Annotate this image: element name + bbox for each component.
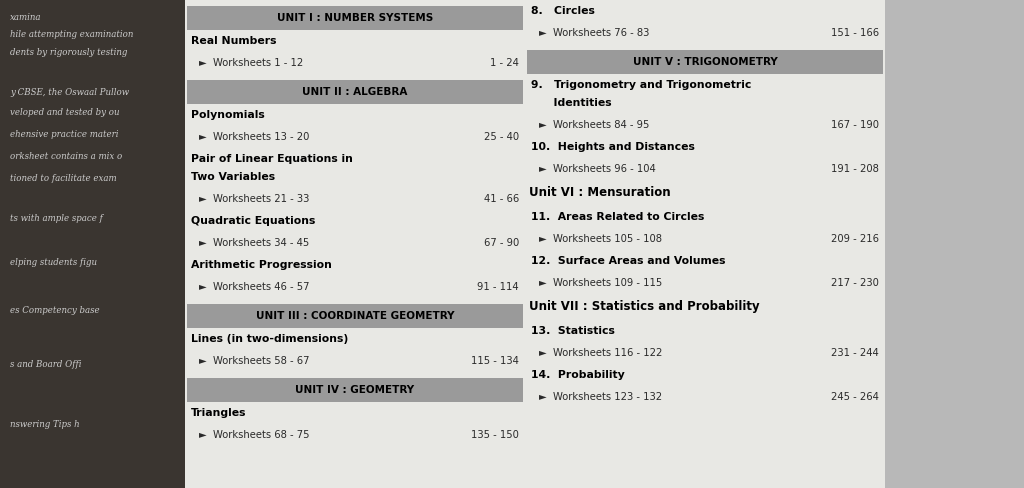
Text: 67 - 90: 67 - 90 [483, 238, 519, 248]
Text: 209 - 216: 209 - 216 [831, 234, 879, 244]
Text: 1 - 24: 1 - 24 [490, 58, 519, 68]
Text: 14.  Probability: 14. Probability [531, 370, 625, 380]
Text: s and Board Offi: s and Board Offi [10, 360, 82, 369]
Text: 9.   Trigonometry and Trigonometric: 9. Trigonometry and Trigonometric [531, 80, 752, 90]
Text: ►  Worksheets 76 - 83: ► Worksheets 76 - 83 [539, 28, 649, 38]
Text: 11.  Areas Related to Circles: 11. Areas Related to Circles [531, 212, 705, 222]
Text: 191 - 208: 191 - 208 [831, 164, 879, 174]
Text: elping students figu: elping students figu [10, 258, 97, 267]
Text: Two Variables: Two Variables [191, 172, 275, 182]
Text: ►  Worksheets 58 - 67: ► Worksheets 58 - 67 [199, 356, 309, 366]
FancyBboxPatch shape [187, 378, 523, 402]
Text: UNIT IV : GEOMETRY: UNIT IV : GEOMETRY [296, 385, 415, 395]
Text: ►  Worksheets 1 - 12: ► Worksheets 1 - 12 [199, 58, 303, 68]
Text: 25 - 40: 25 - 40 [484, 132, 519, 142]
Text: ►  Worksheets 105 - 108: ► Worksheets 105 - 108 [539, 234, 662, 244]
Text: nswering Tips h: nswering Tips h [10, 420, 80, 429]
FancyBboxPatch shape [187, 304, 523, 328]
Text: Unit VII : Statistics and Probability: Unit VII : Statistics and Probability [529, 300, 760, 313]
Text: ►  Worksheets 46 - 57: ► Worksheets 46 - 57 [199, 282, 309, 292]
Text: ►  Worksheets 84 - 95: ► Worksheets 84 - 95 [539, 120, 649, 130]
Text: ►  Worksheets 68 - 75: ► Worksheets 68 - 75 [199, 430, 309, 440]
Text: ts with ample space f: ts with ample space f [10, 214, 102, 223]
Text: 231 - 244: 231 - 244 [831, 348, 879, 358]
Text: UNIT V : TRIGONOMETRY: UNIT V : TRIGONOMETRY [633, 57, 777, 67]
Text: 135 - 150: 135 - 150 [471, 430, 519, 440]
Text: Real Numbers: Real Numbers [191, 36, 276, 46]
Text: Quadratic Equations: Quadratic Equations [191, 216, 315, 226]
Text: 8.   Circles: 8. Circles [531, 6, 595, 16]
FancyBboxPatch shape [185, 0, 525, 488]
Text: y CBSE, the Oswaal Pullow: y CBSE, the Oswaal Pullow [10, 88, 129, 97]
Text: 151 - 166: 151 - 166 [830, 28, 879, 38]
Text: dents by rigorously testing: dents by rigorously testing [10, 48, 127, 57]
Text: Identities: Identities [531, 98, 611, 108]
Text: Pair of Linear Equations in: Pair of Linear Equations in [191, 154, 353, 164]
Text: xamina: xamina [10, 13, 42, 22]
Text: veloped and tested by ou: veloped and tested by ou [10, 108, 120, 117]
Text: 217 - 230: 217 - 230 [831, 278, 879, 288]
Text: 10.  Heights and Distances: 10. Heights and Distances [531, 142, 695, 152]
FancyBboxPatch shape [0, 0, 185, 488]
Text: 13.  Statistics: 13. Statistics [531, 326, 614, 336]
Text: ►  Worksheets 123 - 132: ► Worksheets 123 - 132 [539, 392, 663, 402]
Text: hile attempting examination: hile attempting examination [10, 30, 133, 39]
Text: Triangles: Triangles [191, 408, 247, 418]
Text: Arithmetic Progression: Arithmetic Progression [191, 260, 332, 270]
Text: ►  Worksheets 13 - 20: ► Worksheets 13 - 20 [199, 132, 309, 142]
FancyBboxPatch shape [187, 6, 523, 30]
Text: orksheet contains a mix o: orksheet contains a mix o [10, 152, 122, 161]
FancyBboxPatch shape [527, 50, 883, 74]
Text: 115 - 134: 115 - 134 [471, 356, 519, 366]
Text: es Competency base: es Competency base [10, 306, 99, 315]
Text: ►  Worksheets 109 - 115: ► Worksheets 109 - 115 [539, 278, 663, 288]
Text: 41 - 66: 41 - 66 [483, 194, 519, 204]
Text: ►  Worksheets 116 - 122: ► Worksheets 116 - 122 [539, 348, 663, 358]
Text: ►  Worksheets 21 - 33: ► Worksheets 21 - 33 [199, 194, 309, 204]
Text: UNIT III : COORDINATE GEOMETRY: UNIT III : COORDINATE GEOMETRY [256, 311, 455, 321]
Text: 91 - 114: 91 - 114 [477, 282, 519, 292]
Text: UNIT I : NUMBER SYSTEMS: UNIT I : NUMBER SYSTEMS [276, 13, 433, 23]
FancyBboxPatch shape [525, 0, 885, 488]
Text: ►  Worksheets 34 - 45: ► Worksheets 34 - 45 [199, 238, 309, 248]
Text: tioned to facilitate exam: tioned to facilitate exam [10, 174, 117, 183]
Text: Unit VI : Mensuration: Unit VI : Mensuration [529, 186, 671, 199]
Text: 12.  Surface Areas and Volumes: 12. Surface Areas and Volumes [531, 256, 725, 266]
Text: 167 - 190: 167 - 190 [831, 120, 879, 130]
Text: Polynomials: Polynomials [191, 110, 265, 120]
Text: 245 - 264: 245 - 264 [831, 392, 879, 402]
FancyBboxPatch shape [187, 80, 523, 104]
Text: ehensive practice materi: ehensive practice materi [10, 130, 119, 139]
Text: ►  Worksheets 96 - 104: ► Worksheets 96 - 104 [539, 164, 655, 174]
Text: Lines (in two-dimensions): Lines (in two-dimensions) [191, 334, 348, 344]
Text: UNIT II : ALGEBRA: UNIT II : ALGEBRA [302, 87, 408, 97]
